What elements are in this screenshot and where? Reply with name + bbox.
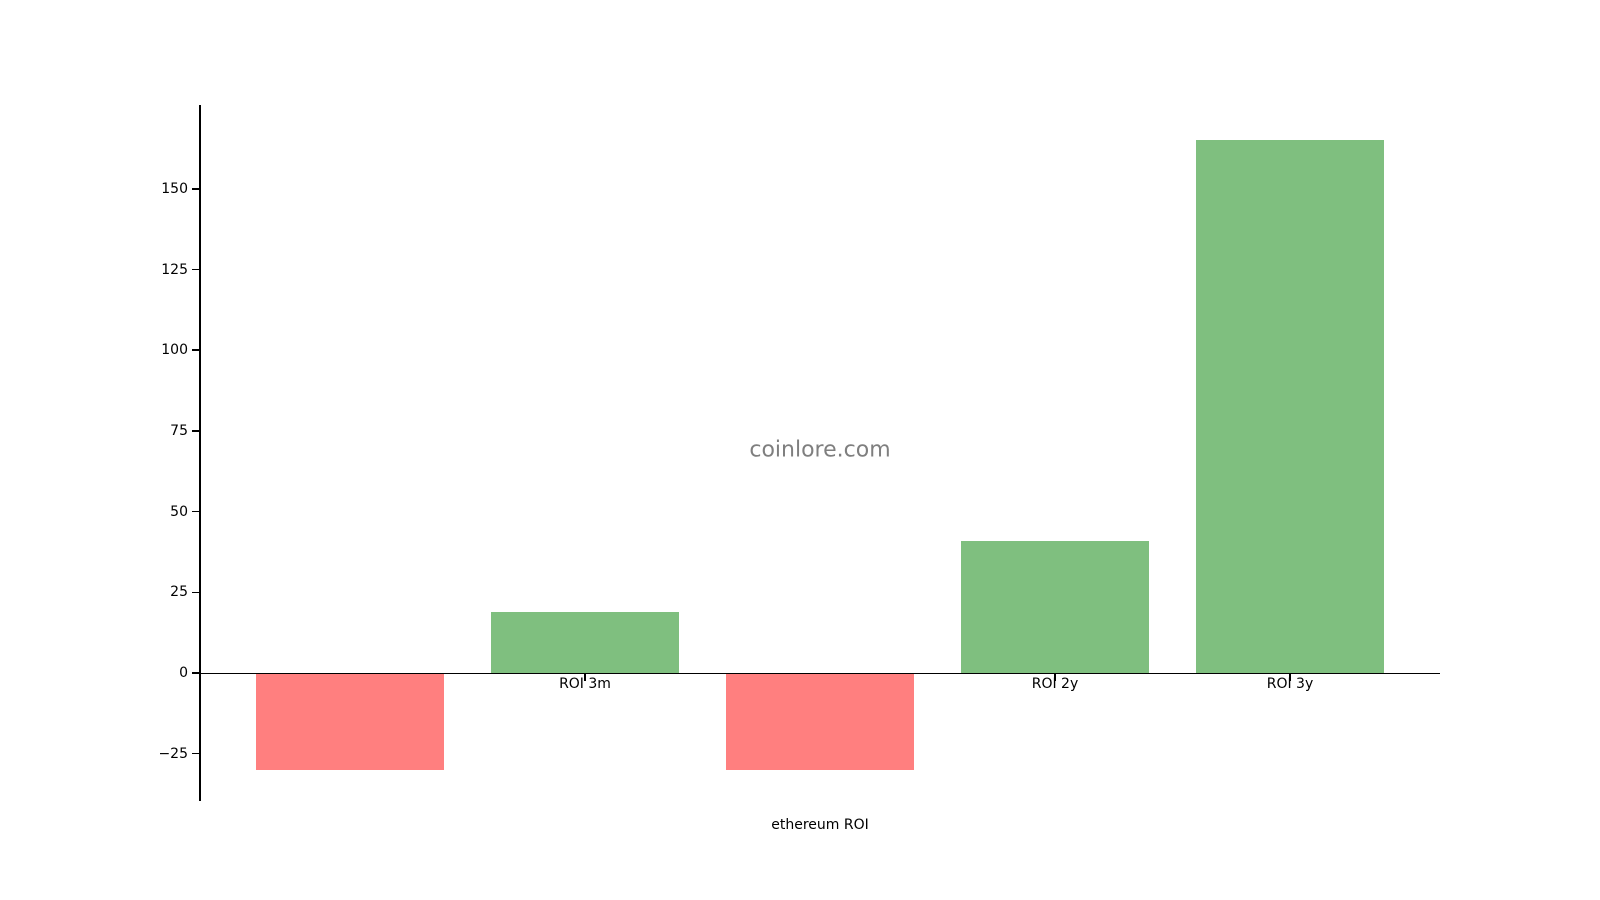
y-tick <box>192 430 199 432</box>
bar <box>961 540 1149 673</box>
watermark: coinlore.com <box>749 437 891 463</box>
x-tick-label: ROI 3y <box>1266 676 1314 692</box>
y-tick-label: 0 <box>179 665 188 681</box>
y-tick <box>192 349 199 351</box>
y-tick-label: −25 <box>158 745 188 762</box>
y-tick <box>192 752 199 755</box>
bar <box>726 673 914 770</box>
y-tick <box>192 672 199 674</box>
y-tick-label: 75 <box>170 422 188 439</box>
y-tick-label: 150 <box>161 180 188 197</box>
y-tick <box>192 510 199 513</box>
x-tick-label: ROI 2y <box>1031 676 1079 692</box>
x-tick <box>1054 673 1056 681</box>
y-tick-label: 50 <box>170 503 188 520</box>
x-tick-label: ROI 3m <box>559 676 611 692</box>
y-tick-label: 100 <box>161 342 188 359</box>
x-axis-zero-line <box>199 672 1440 674</box>
x-tick <box>584 673 586 681</box>
bar <box>1196 140 1384 673</box>
y-tick-label: 25 <box>170 584 188 601</box>
bar <box>491 611 679 673</box>
y-tick-label: 125 <box>161 261 188 278</box>
y-axis-spine <box>199 105 201 801</box>
y-tick <box>192 591 199 594</box>
y-tick <box>192 268 199 271</box>
x-tick <box>1289 673 1291 681</box>
y-tick <box>192 188 199 190</box>
bar <box>256 673 444 770</box>
x-axis-title: ethereum ROI <box>771 817 869 833</box>
